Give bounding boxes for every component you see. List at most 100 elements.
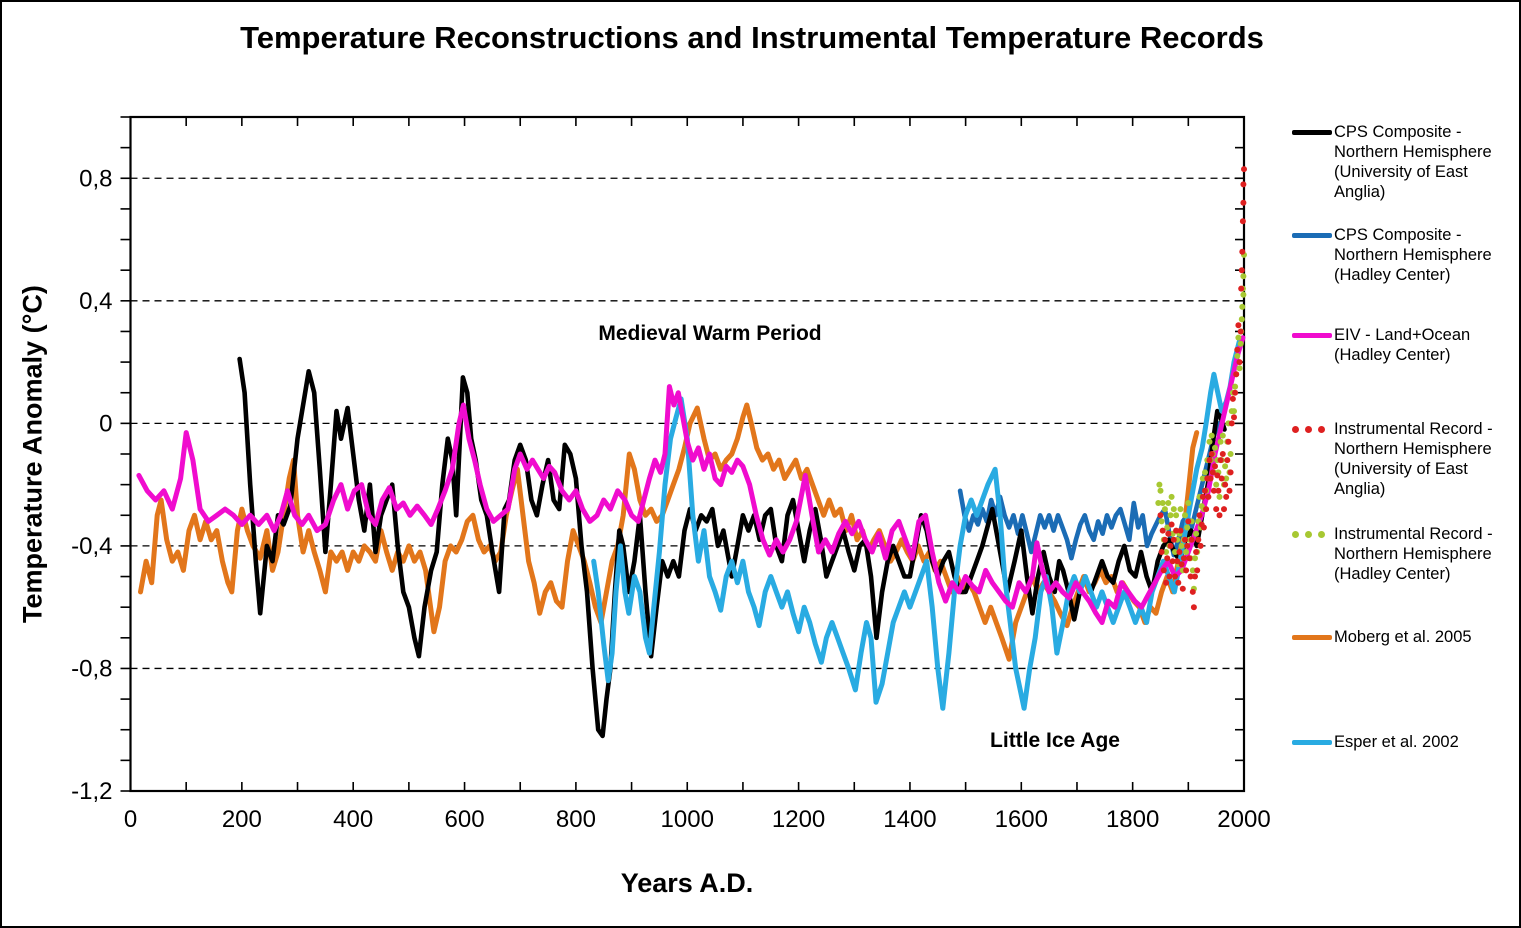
data-dot [1221, 506, 1227, 513]
data-dot [1223, 475, 1230, 482]
data-dot [1177, 506, 1184, 513]
line-swatch-icon [1292, 325, 1332, 345]
y-axis-title: Temperature Anomaly (°C) [17, 285, 48, 623]
data-dot [1173, 527, 1180, 534]
data-dot [1172, 573, 1178, 580]
data-dot [1216, 493, 1223, 500]
data-dot [1186, 555, 1193, 562]
data-dot [1213, 506, 1220, 513]
x-tick-label: 1200 [772, 806, 825, 833]
data-dot [1167, 542, 1174, 549]
data-dot [1159, 527, 1166, 534]
data-dot [1172, 549, 1178, 555]
series-cps_hadley [957, 421, 1224, 561]
annotation-little-ice-age: Little Ice Age [990, 729, 1120, 752]
series-eiv [136, 335, 1246, 625]
x-tick-label: 0 [124, 806, 137, 833]
x-tick-label: 600 [445, 806, 485, 833]
annotation-medieval-warm-period: Medieval Warm Period [598, 322, 822, 345]
data-dot [1168, 521, 1175, 528]
data-dot [1176, 549, 1183, 555]
data-dot [1207, 475, 1214, 482]
data-dot [1182, 512, 1188, 519]
data-dot [1193, 549, 1200, 555]
data-dot [1161, 506, 1168, 513]
data-dot [1168, 493, 1175, 500]
data-dot [1222, 481, 1229, 488]
data-dot [1214, 472, 1221, 479]
data-dot [1173, 512, 1180, 519]
data-dot [1170, 506, 1177, 513]
data-dot [1164, 555, 1171, 562]
data-dot [1160, 567, 1167, 574]
data-dot [1197, 542, 1204, 549]
data-dot [1235, 334, 1242, 341]
data-dot [1240, 199, 1247, 206]
data-dot [1238, 285, 1245, 292]
data-dot [1183, 549, 1190, 555]
data-dot [1215, 487, 1222, 494]
y-tick-label: 0 [99, 410, 112, 437]
data-dot [1234, 346, 1241, 353]
data-dot [1239, 303, 1246, 310]
data-dot [1157, 512, 1164, 519]
y-tick-label: -0,4 [71, 533, 112, 560]
dotted-line-swatch-icon [1292, 419, 1332, 439]
data-dot [1223, 493, 1230, 500]
data-dot [1227, 451, 1234, 457]
data-dot [1210, 487, 1217, 494]
data-dot [1239, 248, 1246, 255]
data-dot [1231, 414, 1237, 421]
data-dot [1238, 267, 1245, 274]
data-dot [1240, 181, 1247, 188]
data-dot [1158, 518, 1165, 525]
data-dot [1219, 432, 1226, 439]
data-dot [1183, 567, 1190, 574]
line-swatch-icon [1292, 122, 1332, 142]
legend-entry-esper: Esper et al. 2002 [1292, 732, 1459, 752]
data-dot [1166, 573, 1173, 580]
legend-label: Moberg et al. 2005 [1334, 628, 1472, 646]
x-tick-label: 1000 [661, 806, 714, 833]
x-tick-label: 800 [556, 806, 596, 833]
data-dot [1239, 218, 1246, 225]
legend-label: EIV - Land+Ocean (Hadley Center) [1334, 326, 1471, 365]
data-dot [1163, 549, 1170, 555]
data-dot [1218, 475, 1225, 482]
data-dot [1236, 365, 1243, 372]
data-dot [1206, 438, 1213, 445]
data-dot [1185, 500, 1192, 506]
data-dot [1219, 451, 1226, 457]
data-dot [1189, 588, 1196, 595]
series-moberg [138, 402, 1200, 662]
data-dot [1170, 536, 1177, 543]
data-dot [1185, 518, 1192, 525]
data-dot [1206, 457, 1213, 464]
data-dot [1235, 322, 1242, 329]
series-inst_uea [1157, 166, 1247, 611]
legend-entry-inst_uea: Instrumental Record - Northern Hemispher… [1292, 419, 1512, 500]
data-dot [1205, 493, 1212, 500]
data-dot [1187, 573, 1194, 580]
legend-label: Instrumental Record - Northern Hemispher… [1334, 525, 1493, 584]
x-tick-label: 2000 [1217, 806, 1270, 833]
chart-title: Temperature Reconstructions and Instrume… [240, 20, 1264, 55]
legend-entry-moberg: Moberg et al. 2005 [1292, 627, 1472, 647]
data-dot [1194, 567, 1201, 574]
legend-entry-eiv: EIV - Land+Ocean (Hadley Center) [1292, 325, 1512, 365]
data-dot [1179, 585, 1186, 592]
data-dot [1229, 395, 1236, 402]
data-dot [1237, 340, 1244, 347]
line-swatch-icon [1292, 627, 1332, 647]
data-dot [1217, 438, 1224, 445]
data-dot [1208, 432, 1215, 439]
line-swatch-icon [1292, 732, 1332, 752]
x-tick-label: 1600 [995, 806, 1048, 833]
data-dot [1157, 487, 1164, 494]
data-dot [1226, 487, 1233, 494]
x-tick-label: 200 [222, 806, 262, 833]
data-dot [1169, 558, 1176, 565]
data-dot [1195, 536, 1202, 543]
data-dot [1180, 555, 1187, 562]
data-dot [1209, 469, 1216, 476]
